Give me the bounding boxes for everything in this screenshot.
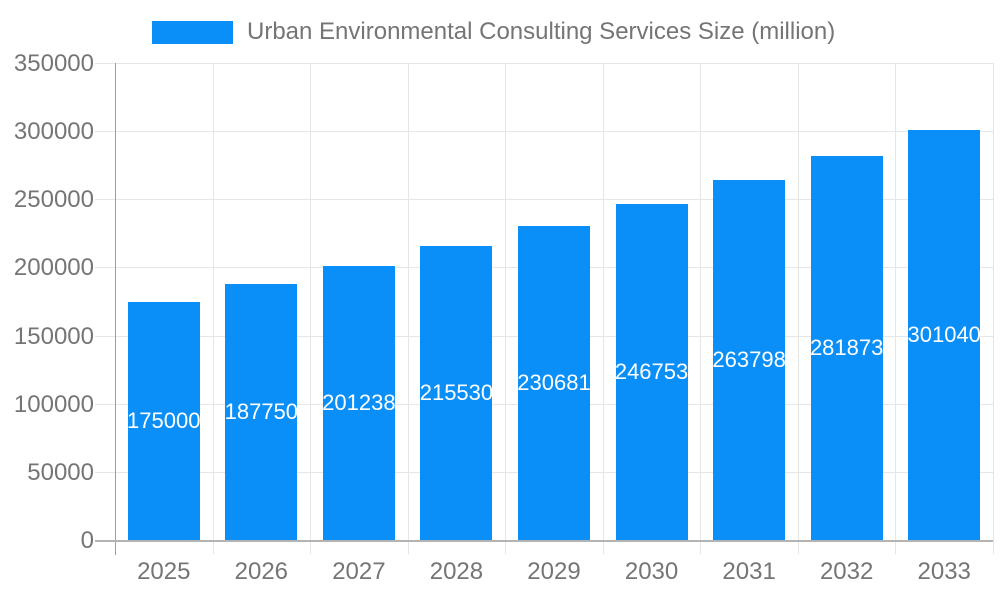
horizontal-gridline [95,131,993,133]
bar-2028[interactable]: 215530 [419,246,494,540]
x-axis-tick-label: 2028 [429,558,484,585]
bar-2032[interactable]: 281873 [809,155,884,540]
y-axis-tick-label: 150000 [13,322,94,350]
x-axis-tick-label: 2026 [234,558,289,585]
vertical-gridline [602,63,604,554]
x-axis-tick-label: 2031 [722,558,776,585]
bar-value-label: 230681 [517,369,591,395]
x-axis-tick-label: 2025 [137,558,191,585]
bar-2027[interactable]: 201238 [322,265,396,540]
x-axis-tick-label: 2029 [527,558,581,585]
y-axis-tick-label: 200000 [13,254,94,282]
horizontal-gridline [95,63,993,64]
bar-value-label: 301040 [907,321,981,347]
horizontal-gridline [95,199,993,201]
bar-2026[interactable]: 187750 [224,284,299,540]
bar-value-label: 281873 [809,334,884,360]
vertical-gridline [700,63,702,554]
vertical-gridline [993,63,994,554]
vertical-gridline [407,63,409,554]
x-axis-tick-label: 2033 [917,558,971,585]
plot-area: 175000 187750 201238 215530 230681 246753 2637… [14,52,994,585]
y-axis-tick-label: 250000 [13,186,94,214]
bar-2033[interactable]: 301040 [907,129,981,540]
vertical-gridline [797,63,799,554]
x-axis-tick-label: 2027 [332,558,386,585]
bar-value-label: 201238 [322,389,396,415]
bar-value-label: 175000 [127,407,201,433]
y-axis-tick-label: 0 [80,527,94,554]
bar-value-label: 187750 [224,399,299,425]
y-axis-tick-label: 100000 [13,390,94,418]
bar-value-label: 263798 [712,347,786,373]
y-axis-tick-label: 300000 [13,118,94,146]
vertical-gridline [310,63,312,554]
bar-2030[interactable]: 246753 [614,203,689,540]
x-axis-baseline [95,540,993,542]
y-axis-tick-label: 50000 [27,458,94,486]
bar-2025[interactable]: 175000 [127,301,201,540]
legend-swatch [152,20,233,44]
y-axis-line [115,63,116,555]
legend-label: Urban Environmental Consulting Services … [247,18,836,45]
legend: Urban Environmental Consulting Services … [152,18,835,46]
x-axis-tick-label: 2030 [624,558,679,585]
vertical-gridline [895,63,897,554]
vertical-gridline [505,63,507,554]
bar-value-label: 215530 [419,380,494,406]
bar-2031[interactable]: 263798 [712,180,786,540]
vertical-gridline [212,63,214,554]
x-axis-tick-label: 2032 [819,558,874,585]
y-axis-tick-label: 350000 [13,50,94,77]
bar-value-label: 246753 [614,358,689,384]
bar-2029[interactable]: 230681 [517,225,591,540]
